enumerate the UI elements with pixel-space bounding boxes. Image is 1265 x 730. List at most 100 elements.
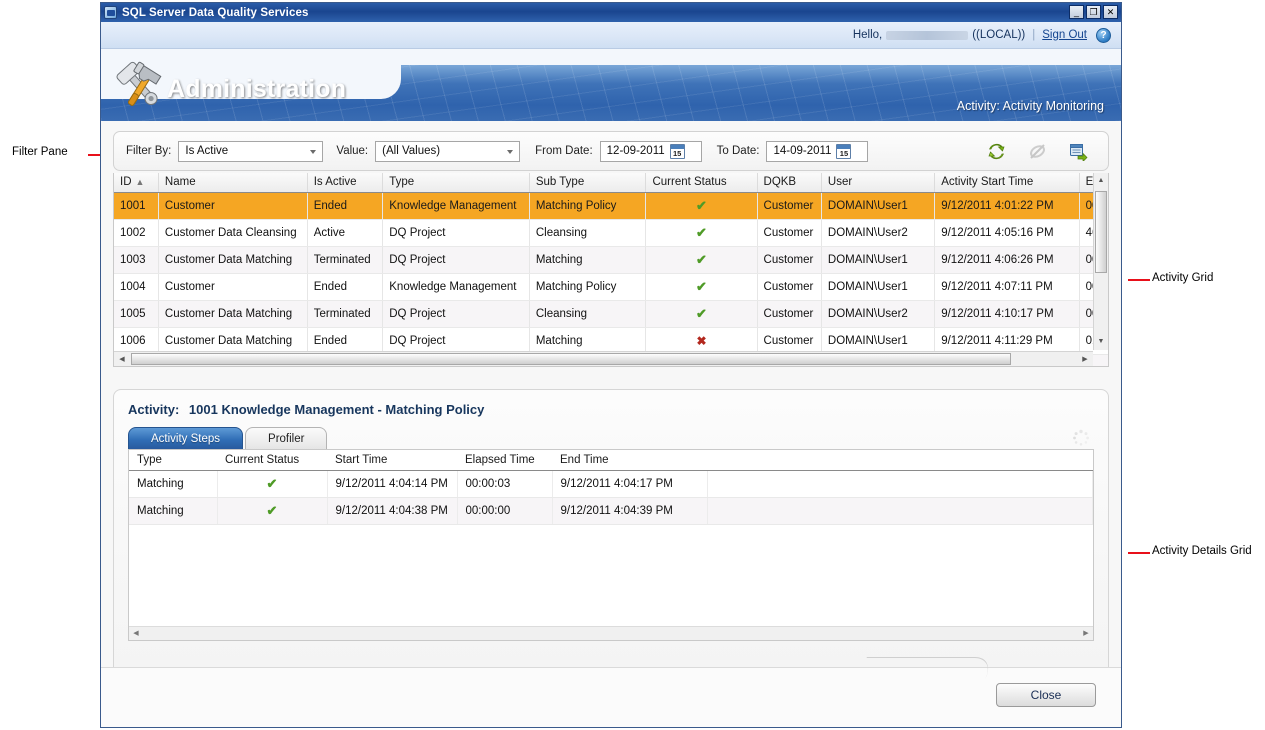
column-header-dqkb[interactable]: DQKB <box>757 173 822 193</box>
table-row[interactable]: 1004 Customer Ended Knowledge Management… <box>114 273 1108 301</box>
activity-details-panel: Activity: 1001 Knowledge Management - Ma… <box>113 389 1109 675</box>
table-row[interactable]: 1001 Customer Ended Knowledge Management… <box>114 192 1108 220</box>
tab-profiler[interactable]: Profiler <box>245 427 328 450</box>
column-header-start-time[interactable]: Start Time <box>327 450 457 471</box>
sign-out-link[interactable]: Sign Out <box>1042 29 1087 41</box>
cell-current-status: ✔ <box>645 219 758 247</box>
cell-filler <box>707 497 1093 525</box>
cell-is-active: Active <box>307 219 384 247</box>
cell-user: DOMAIN\User1 <box>821 192 936 220</box>
success-check-icon: ✔ <box>696 224 707 240</box>
filter-by-label: Filter By: <box>126 145 172 157</box>
column-header-type[interactable]: Type <box>382 173 530 193</box>
cell-type: Knowledge Management <box>382 273 530 301</box>
column-header-type[interactable]: Type <box>129 450 217 471</box>
username-redacted <box>886 31 969 40</box>
column-header-activity-start-time[interactable]: Activity Start Time <box>934 173 1080 193</box>
column-header-is-active[interactable]: Is Active <box>307 173 384 193</box>
close-button[interactable]: Close <box>996 683 1096 707</box>
table-row[interactable]: 1002 Customer Data Cleansing Active DQ P… <box>114 219 1108 247</box>
cell-elapsed: 00:00:03 <box>457 470 553 498</box>
cell-is-active: Ended <box>307 273 384 301</box>
cell-end-time: 9/12/2011 4:04:17 PM <box>552 470 708 498</box>
success-check-icon: ✔ <box>266 475 278 491</box>
activity-grid-table: ID ▲ Name Is Active Type Sub Type Current… <box>114 173 1108 366</box>
details-grid-horizontal-scrollbar[interactable]: ◀ ▶ <box>129 626 1093 640</box>
scroll-left-icon[interactable]: ◀ <box>133 630 139 637</box>
annotation-filter-pane: Filter Pane <box>12 146 68 158</box>
success-check-icon: ✔ <box>696 197 707 213</box>
filter-by-select[interactable]: Is Active <box>178 140 324 162</box>
to-date-input[interactable]: 14-09-2011 15 <box>766 140 869 162</box>
calendar-icon[interactable]: 15 <box>669 143 685 159</box>
cell-start-time: 9/12/2011 4:10:17 PM <box>934 300 1080 328</box>
table-row[interactable]: 1003 Customer Data Matching Terminated D… <box>114 246 1108 274</box>
cell-dqkb: Customer <box>757 192 822 220</box>
table-row[interactable]: 1005 Customer Data Matching Terminated D… <box>114 300 1108 328</box>
cell-name: Customer Data Cleansing <box>158 219 308 247</box>
page-title: Administration <box>167 75 347 103</box>
to-date-value: 14-09-2011 <box>773 145 832 157</box>
scroll-up-icon[interactable]: ▲ <box>1094 173 1108 189</box>
cell-sub-type: Matching <box>529 327 647 355</box>
activity-grid-vertical-scrollbar[interactable]: ▲ ▼ <box>1093 173 1108 350</box>
activity-details-grid[interactable]: Type Current Status Start Time Elapsed T… <box>128 449 1094 641</box>
calendar-day: 15 <box>672 148 682 158</box>
cell-start-time: 9/12/2011 4:06:26 PM <box>934 246 1080 274</box>
activity-grid-horizontal-scrollbar[interactable]: ◀ ▶ <box>114 351 1093 366</box>
column-header-current-status[interactable]: Current Status <box>217 450 327 471</box>
column-header-sub-type[interactable]: Sub Type <box>529 173 647 193</box>
cell-type: Matching <box>129 497 218 525</box>
scroll-right-icon[interactable]: ▶ <box>1083 630 1089 637</box>
refresh-icon[interactable] <box>987 142 1006 161</box>
cell-current-status: ✔ <box>217 497 328 525</box>
column-header-id[interactable]: ID ▲ <box>114 173 159 193</box>
calendar-icon[interactable]: 15 <box>836 143 852 159</box>
cell-user: DOMAIN\User2 <box>821 219 936 247</box>
cell-id: 1003 <box>114 246 159 274</box>
column-header-current-status[interactable]: Current Status <box>645 173 758 193</box>
table-row[interactable]: Matching ✔ 9/12/2011 4:04:14 PM 00:00:03… <box>129 470 1093 498</box>
cell-type: Knowledge Management <box>382 192 530 220</box>
cell-id: 1004 <box>114 273 159 301</box>
vertical-scroll-thumb[interactable] <box>1095 191 1107 273</box>
column-header-elapsed-time[interactable]: Elapsed Time <box>457 450 552 471</box>
restore-button[interactable]: ❐ <box>1086 5 1101 19</box>
activity-grid[interactable]: ID ▲ Name Is Active Type Sub Type Current… <box>113 173 1109 367</box>
cell-is-active: Terminated <box>307 300 384 328</box>
success-check-icon: ✔ <box>696 278 707 294</box>
annotation-leader-activity-details-grid <box>1128 552 1150 554</box>
scroll-right-icon[interactable]: ▶ <box>1077 352 1093 366</box>
content-area: Filter By: Is Active Value: (All Values)… <box>101 121 1121 727</box>
value-select[interactable]: (All Values) <box>375 140 521 162</box>
cell-is-active: Ended <box>307 327 384 355</box>
loading-spinner-icon <box>1072 429 1090 447</box>
minimize-button[interactable]: _ <box>1069 5 1084 19</box>
horizontal-scroll-thumb[interactable] <box>131 353 1011 365</box>
table-row[interactable]: Matching ✔ 9/12/2011 4:04:38 PM 00:00:00… <box>129 497 1093 525</box>
column-header-name[interactable]: Name <box>158 173 308 193</box>
tab-activity-steps[interactable]: Activity Steps <box>128 427 244 450</box>
details-title-value: 1001 Knowledge Management - Matching Pol… <box>188 402 485 417</box>
column-header-end-time[interactable]: End Time <box>552 450 707 471</box>
export-icon[interactable] <box>1069 142 1088 162</box>
cell-user: DOMAIN\User1 <box>821 246 936 274</box>
success-check-icon: ✔ <box>266 502 278 518</box>
scroll-left-icon[interactable]: ◀ <box>114 352 130 366</box>
cell-name: Customer <box>158 192 308 220</box>
help-icon[interactable]: ? <box>1096 27 1111 43</box>
cell-type: DQ Project <box>382 246 530 274</box>
cell-id: 1001 <box>114 192 159 220</box>
table-row[interactable]: 1006 Customer Data Matching Ended DQ Pro… <box>114 327 1108 355</box>
sort-ascending-icon: ▲ <box>135 177 145 188</box>
column-header-user[interactable]: User <box>821 173 936 193</box>
from-date-label: From Date: <box>535 145 593 157</box>
from-date-input[interactable]: 12-09-2011 15 <box>599 140 702 162</box>
close-window-button[interactable]: ✕ <box>1103 5 1118 19</box>
cell-name: Customer Data Matching <box>158 246 308 274</box>
filter-pane: Filter By: Is Active Value: (All Values)… <box>113 131 1109 171</box>
scroll-down-icon[interactable]: ▼ <box>1094 334 1108 350</box>
cell-dqkb: Customer <box>757 273 822 301</box>
chevron-down-icon <box>310 149 317 154</box>
title-bar: SQL Server Data Quality Services _ ❐ ✕ <box>101 3 1121 22</box>
